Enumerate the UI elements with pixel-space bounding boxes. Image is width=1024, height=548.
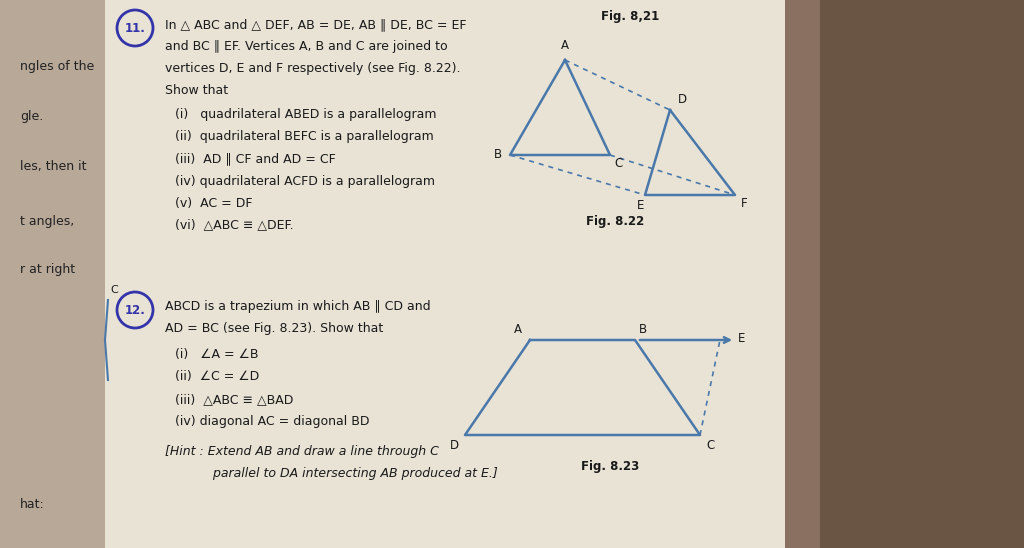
Text: vertices D, E and F respectively (see Fig. 8.22).: vertices D, E and F respectively (see Fi…	[165, 62, 461, 75]
Text: ngles of the: ngles of the	[20, 60, 94, 73]
Text: (ii)  ∠C = ∠D: (ii) ∠C = ∠D	[175, 370, 259, 383]
Text: C: C	[706, 439, 715, 452]
Text: hat:: hat:	[20, 498, 45, 511]
Text: (ii)  quadrilateral BEFC is a parallelogram: (ii) quadrilateral BEFC is a parallelogr…	[175, 130, 434, 143]
Text: (vi)  △ABC ≡ △DEF.: (vi) △ABC ≡ △DEF.	[175, 218, 294, 231]
Text: A: A	[561, 39, 569, 52]
Text: B: B	[494, 149, 502, 162]
Text: Fig. 8,21: Fig. 8,21	[601, 10, 659, 23]
Text: (i)   ∠A = ∠B: (i) ∠A = ∠B	[175, 348, 258, 361]
Text: F: F	[741, 197, 748, 210]
Text: 12.: 12.	[125, 304, 145, 317]
Text: 11.: 11.	[125, 21, 145, 35]
Text: t angles,: t angles,	[20, 215, 75, 228]
Text: (iv) quadrilateral ACFD is a parallelogram: (iv) quadrilateral ACFD is a parallelogr…	[175, 175, 435, 188]
Text: (iii)  AD ∥ CF and AD = CF: (iii) AD ∥ CF and AD = CF	[175, 152, 336, 165]
Text: (iv) diagonal AC = diagonal BD: (iv) diagonal AC = diagonal BD	[175, 415, 370, 428]
Bar	[105, 0, 785, 548]
Text: les, then it: les, then it	[20, 160, 86, 173]
Bar	[785, 0, 1024, 548]
Text: (i)   quadrilateral ABED is a parallelogram: (i) quadrilateral ABED is a parallelogra…	[175, 108, 436, 121]
Text: AD = BC (see Fig. 8.23). Show that: AD = BC (see Fig. 8.23). Show that	[165, 322, 383, 335]
Text: C: C	[110, 285, 118, 295]
Text: C: C	[614, 157, 623, 170]
Text: (v)  AC = DF: (v) AC = DF	[175, 197, 253, 210]
Text: D: D	[678, 93, 687, 106]
Text: [Hint : Extend AB and draw a line through C: [Hint : Extend AB and draw a line throug…	[165, 445, 439, 458]
Text: A: A	[514, 323, 522, 336]
Text: E: E	[738, 332, 745, 345]
Text: parallel to DA intersecting AB produced at E.]: parallel to DA intersecting AB produced …	[165, 467, 498, 480]
Text: In △ ABC and △ DEF, AB = DE, AB ∥ DE, BC = EF: In △ ABC and △ DEF, AB = DE, AB ∥ DE, BC…	[165, 18, 467, 31]
Text: Fig. 8.23: Fig. 8.23	[581, 460, 639, 473]
Text: (iii)  △ABC ≡ △BAD: (iii) △ABC ≡ △BAD	[175, 393, 293, 406]
Text: Show that: Show that	[165, 84, 228, 97]
Text: ABCD is a trapezium in which AB ∥ CD and: ABCD is a trapezium in which AB ∥ CD and	[165, 300, 431, 313]
Bar	[820, 0, 1024, 548]
Text: B: B	[639, 323, 647, 336]
Text: D: D	[450, 439, 459, 452]
Text: E: E	[637, 199, 645, 212]
Text: r at right: r at right	[20, 263, 75, 276]
Text: Fig. 8.22: Fig. 8.22	[586, 215, 644, 228]
Text: and BC ∥ EF. Vertices A, B and C are joined to: and BC ∥ EF. Vertices A, B and C are joi…	[165, 40, 447, 53]
Text: gle.: gle.	[20, 110, 43, 123]
